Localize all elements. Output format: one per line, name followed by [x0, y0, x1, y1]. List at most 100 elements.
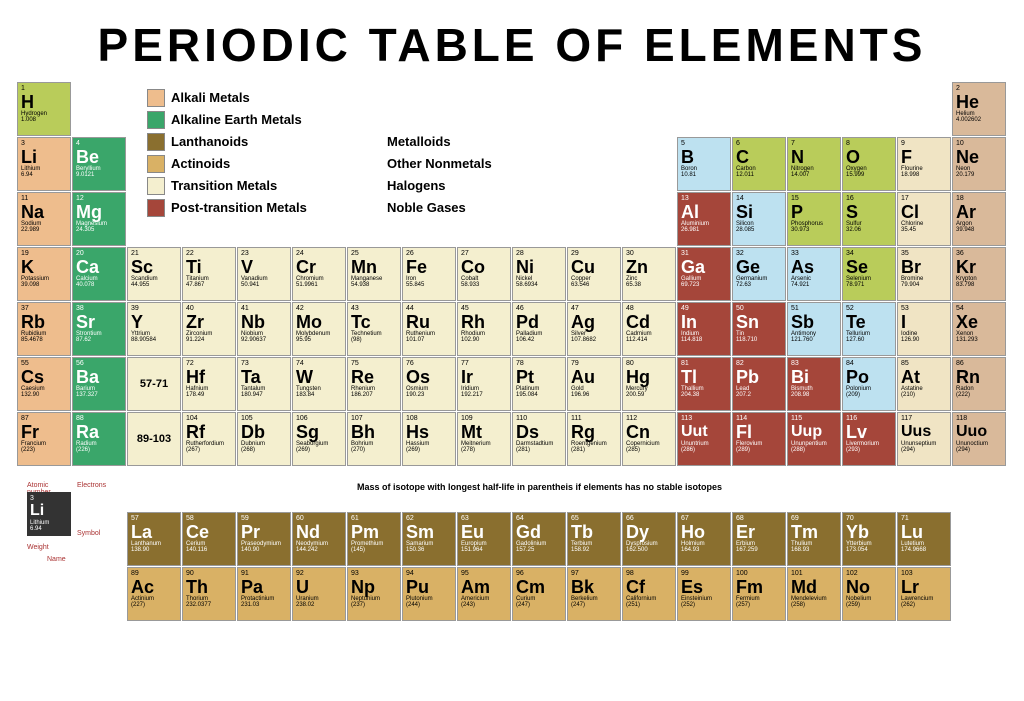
element-Kr: 36KrKrypton83.798 — [952, 247, 1006, 301]
element-Be: 4BeBeryllium9.0121 — [72, 137, 126, 191]
element-Fl: 114FlFlerovium(289) — [732, 412, 786, 466]
element-Cr: 24CrChromium51.9961 — [292, 247, 346, 301]
element-Ca: 20CaCalcium40.078 — [72, 247, 126, 301]
element-H: 1HHydrogen1.008 — [17, 82, 71, 136]
legend-metalloid: Metalloids — [387, 131, 492, 153]
element-Lv: 116LvLivermorium(293) — [842, 412, 896, 466]
element-No: 102NoNobelium(259) — [842, 567, 896, 621]
element-Sc: 21ScScandium44.955 — [127, 247, 181, 301]
element-Cm: 96CmCurium(247) — [512, 567, 566, 621]
element-Tl: 81TlThallium204.38 — [677, 357, 731, 411]
element-Uut: 113UutUnuntrium(286) — [677, 412, 731, 466]
footnote: Mass of isotope with longest half-life i… — [357, 482, 722, 492]
key-diagram: Atomic number Electrons 3 Li Lithium 6.9… — [27, 492, 71, 536]
element-89-103: 89-103 — [127, 412, 181, 466]
element-Mo: 42MoMolybdenum95.95 — [292, 302, 346, 356]
element-Hf: 72HfHafnium178.49 — [182, 357, 236, 411]
element-Md: 101MdMendelevium(258) — [787, 567, 841, 621]
element-W: 74WTungsten183.84 — [292, 357, 346, 411]
element-Ar: 18ArArgon39.948 — [952, 192, 1006, 246]
element-Ba: 56BaBarium137.327 — [72, 357, 126, 411]
element-K: 19KPotassium39.098 — [17, 247, 71, 301]
element-Np: 93NpNeptunium(237) — [347, 567, 401, 621]
element-Cf: 98CfCalifornium(251) — [622, 567, 676, 621]
page-title: PERIODIC TABLE OF ELEMENTS — [0, 18, 1024, 72]
element-57-71: 57-71 — [127, 357, 181, 411]
element-Nd: 60NdNeodymium144.242 — [292, 512, 346, 566]
element-C: 6CCarbon12.011 — [732, 137, 786, 191]
element-Ge: 32GeGermanium72.63 — [732, 247, 786, 301]
element-Gd: 64GdGadolinium157.25 — [512, 512, 566, 566]
element-Pm: 61PmPromethium(145) — [347, 512, 401, 566]
element-He: 2HeHelium4.002602 — [952, 82, 1006, 136]
legend-col1: Alkali MetalsAlkaline Earth MetalsLantha… — [147, 87, 307, 219]
element-Sb: 51SbAntimony121.760 — [787, 302, 841, 356]
legend-col2: MetalloidsOther NonmetalsHalogensNoble G… — [387, 131, 492, 219]
element-Sr: 38SrStrontium87.62 — [72, 302, 126, 356]
element-Er: 68ErErbium167.259 — [732, 512, 786, 566]
element-Pr: 59PrPraseodymium140.90 — [237, 512, 291, 566]
element-Re: 75ReRhenium186.207 — [347, 357, 401, 411]
element-Es: 99EsEinsteinium(252) — [677, 567, 731, 621]
element-Cn: 112CnCopernicium(285) — [622, 412, 676, 466]
element-Cl: 17ClChlorine35.45 — [897, 192, 951, 246]
legend-transition: Transition Metals — [147, 175, 307, 197]
element-Sg: 106SgSeaborgium(269) — [292, 412, 346, 466]
legend-post: Post-transition Metals — [147, 197, 307, 219]
legend-alkaline: Alkaline Earth Metals — [147, 109, 307, 131]
element-Ta: 73TaTantalum180.947 — [237, 357, 291, 411]
element-Al: 13AlAluminium26.981 — [677, 192, 731, 246]
element-Bi: 83BiBismuth208.98 — [787, 357, 841, 411]
element-N: 7NNitrogen14.007 — [787, 137, 841, 191]
legend-actinoid: Actinoids — [147, 153, 307, 175]
element-Lr: 103LrLawrencium(262) — [897, 567, 951, 621]
legend-noble: Noble Gases — [387, 197, 492, 219]
legend-alkali: Alkali Metals — [147, 87, 307, 109]
element-Fm: 100FmFermium(257) — [732, 567, 786, 621]
element-Ho: 67HoHolmium164.93 — [677, 512, 731, 566]
element-Uuo: 118UuoUnunoctium(294) — [952, 412, 1006, 466]
legend-halogen: Halogens — [387, 175, 492, 197]
element-O: 8OOxygen15.999 — [842, 137, 896, 191]
element-Dy: 66DyDysprosium162.500 — [622, 512, 676, 566]
element-Os: 76OsOsmium190.23 — [402, 357, 456, 411]
element-Rg: 111RgRoentgenium(281) — [567, 412, 621, 466]
element-Pd: 46PdPalladium106.42 — [512, 302, 566, 356]
element-Ag: 47AgSilver107.8682 — [567, 302, 621, 356]
element-Mn: 25MnManganese54.938 — [347, 247, 401, 301]
element-Po: 84PoPolonium(209) — [842, 357, 896, 411]
element-Th: 90ThThorium232.0377 — [182, 567, 236, 621]
element-Rh: 45RhRhodium102.90 — [457, 302, 511, 356]
element-Lu: 71LuLutetium174.9668 — [897, 512, 951, 566]
element-Si: 14SiSilicon28.085 — [732, 192, 786, 246]
element-As: 33AsArsenic74.921 — [787, 247, 841, 301]
element-B: 5BBoron10.81 — [677, 137, 731, 191]
element-Ne: 10NeNeon20.179 — [952, 137, 1006, 191]
element-Ti: 22TiTitanium47.867 — [182, 247, 236, 301]
element-Ac: 89AcActinium(227) — [127, 567, 181, 621]
element-Cu: 29CuCopper63.546 — [567, 247, 621, 301]
element-Y: 39YYttrium88.90584 — [127, 302, 181, 356]
element-F: 9FFlourine18.998 — [897, 137, 951, 191]
element-Br: 35BrBromine79.904 — [897, 247, 951, 301]
element-Se: 34SeSelenium78.971 — [842, 247, 896, 301]
element-Mg: 12MgMagnesium24.305 — [72, 192, 126, 246]
element-Hg: 80HgMercury200.59 — [622, 357, 676, 411]
element-Ru: 44RuRuthenium101.07 — [402, 302, 456, 356]
element-Nb: 41NbNiobium92.90637 — [237, 302, 291, 356]
element-Li: 3LiLithium6.94 — [17, 137, 71, 191]
element-Zr: 40ZrZirconium91.224 — [182, 302, 236, 356]
element-U: 92UUranium238.02 — [292, 567, 346, 621]
element-Pb: 82PbLead207.2 — [732, 357, 786, 411]
element-Tc: 43TcTechnetium(98) — [347, 302, 401, 356]
element-Rb: 37RbRubidium85.4678 — [17, 302, 71, 356]
element-Uup: 115UupUnunpentium(288) — [787, 412, 841, 466]
element-Rf: 104RfRutherfordium(267) — [182, 412, 236, 466]
element-Bh: 107BhBohrium(270) — [347, 412, 401, 466]
element-Yb: 70YbYtterbium173.054 — [842, 512, 896, 566]
element-Ir: 77IrIridium192.217 — [457, 357, 511, 411]
element-Ds: 110DsDarmstadtium(281) — [512, 412, 566, 466]
element-Pt: 78PtPlatinum195.084 — [512, 357, 566, 411]
element-Sn: 50SnTin118.710 — [732, 302, 786, 356]
element-Ra: 88RaRadium(226) — [72, 412, 126, 466]
